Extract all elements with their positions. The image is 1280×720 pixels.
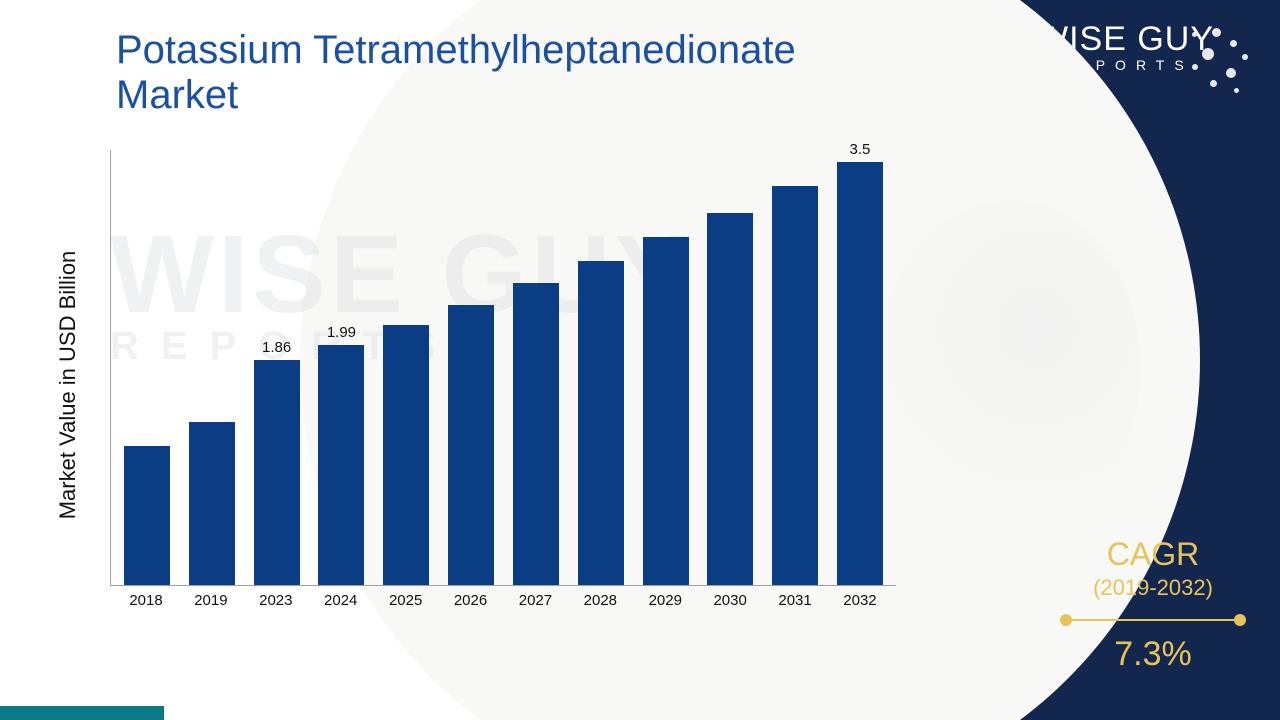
bar-2028 [569, 150, 633, 585]
footer-accent-bar [0, 706, 164, 720]
bar-value-label: 1.86 [262, 339, 291, 356]
bar [254, 360, 300, 585]
bar [124, 446, 170, 585]
bar-chart: Market Value in USD Billion 1.861.993.5 … [76, 150, 896, 620]
x-tick: 2024 [309, 586, 373, 620]
x-tick: 2029 [633, 586, 697, 620]
x-tick: 2031 [763, 586, 827, 620]
bar-2032: 3.5 [828, 150, 892, 585]
x-tick: 2019 [179, 586, 243, 620]
y-axis-label: Market Value in USD Billion [55, 251, 81, 520]
bar [318, 345, 364, 585]
logo-word-2: GUY [1137, 20, 1214, 58]
cagr-divider [1066, 619, 1240, 621]
bars-container: 1.86 1.99 3.5 [111, 150, 896, 585]
bar-2026 [439, 150, 503, 585]
bar [643, 237, 689, 585]
bar-2024: 1.99 [309, 150, 373, 585]
bar-2023: 1.86 [245, 150, 309, 585]
bar [513, 283, 559, 585]
cagr-period: (2019-2032) [1026, 575, 1280, 601]
bar [448, 305, 494, 585]
cagr-block: CAGR (2019-2032) 7.3% [1026, 536, 1280, 674]
x-tick: 2032 [828, 586, 892, 620]
bar [383, 325, 429, 585]
bar-2025 [374, 150, 438, 585]
chart-title: Potassium Tetramethylheptanedionate Mark… [116, 28, 876, 118]
plot-area: 1.86 1.99 3.5 [110, 150, 896, 586]
bar [707, 213, 753, 585]
bar-2029 [634, 150, 698, 585]
x-tick: 2025 [374, 586, 438, 620]
cagr-value: 7.3% [1026, 635, 1280, 674]
x-tick: 2023 [244, 586, 308, 620]
bar-2030 [698, 150, 762, 585]
bar-value-label: 1.99 [327, 324, 356, 341]
x-tick: 2027 [503, 586, 567, 620]
x-axis-ticks: 2018201920232024202520262027202820292030… [110, 586, 896, 620]
x-tick: 2026 [439, 586, 503, 620]
bar-2019 [180, 150, 244, 585]
x-tick: 2018 [114, 586, 178, 620]
bar-value-label: 3.5 [850, 141, 871, 158]
bar-2018 [115, 150, 179, 585]
bar [837, 162, 883, 585]
bar-2027 [504, 150, 568, 585]
stage: WISE GUY REPORTS WISE GUY REPORTS Potass… [0, 0, 1280, 720]
bar [189, 422, 235, 585]
bar-2031 [763, 150, 827, 585]
cagr-label: CAGR [1026, 536, 1280, 573]
bar [578, 261, 624, 585]
x-tick: 2030 [698, 586, 762, 620]
bar [772, 186, 818, 585]
x-tick: 2028 [568, 586, 632, 620]
